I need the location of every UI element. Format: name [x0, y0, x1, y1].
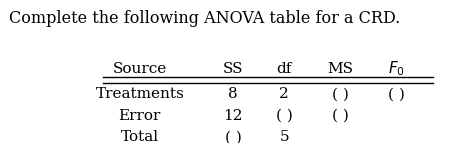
Text: 8: 8: [228, 87, 238, 101]
Text: ( ): ( ): [276, 109, 293, 123]
Text: Source: Source: [113, 62, 167, 76]
Text: ( ): ( ): [332, 109, 349, 123]
Text: 12: 12: [223, 109, 243, 123]
Text: MS: MS: [327, 62, 353, 76]
Text: $F_0$: $F_0$: [388, 59, 404, 78]
Text: Treatments: Treatments: [96, 87, 184, 101]
Text: SS: SS: [223, 62, 243, 76]
Text: 2: 2: [280, 87, 289, 101]
Text: Complete the following ANOVA table for a CRD.: Complete the following ANOVA table for a…: [9, 10, 401, 27]
Text: ( ): ( ): [388, 87, 404, 101]
Text: 5: 5: [280, 130, 289, 143]
Text: Error: Error: [119, 109, 161, 123]
Text: ( ): ( ): [332, 87, 349, 101]
Text: df: df: [277, 62, 292, 76]
Text: Total: Total: [121, 130, 159, 143]
Text: ( ): ( ): [225, 130, 241, 143]
